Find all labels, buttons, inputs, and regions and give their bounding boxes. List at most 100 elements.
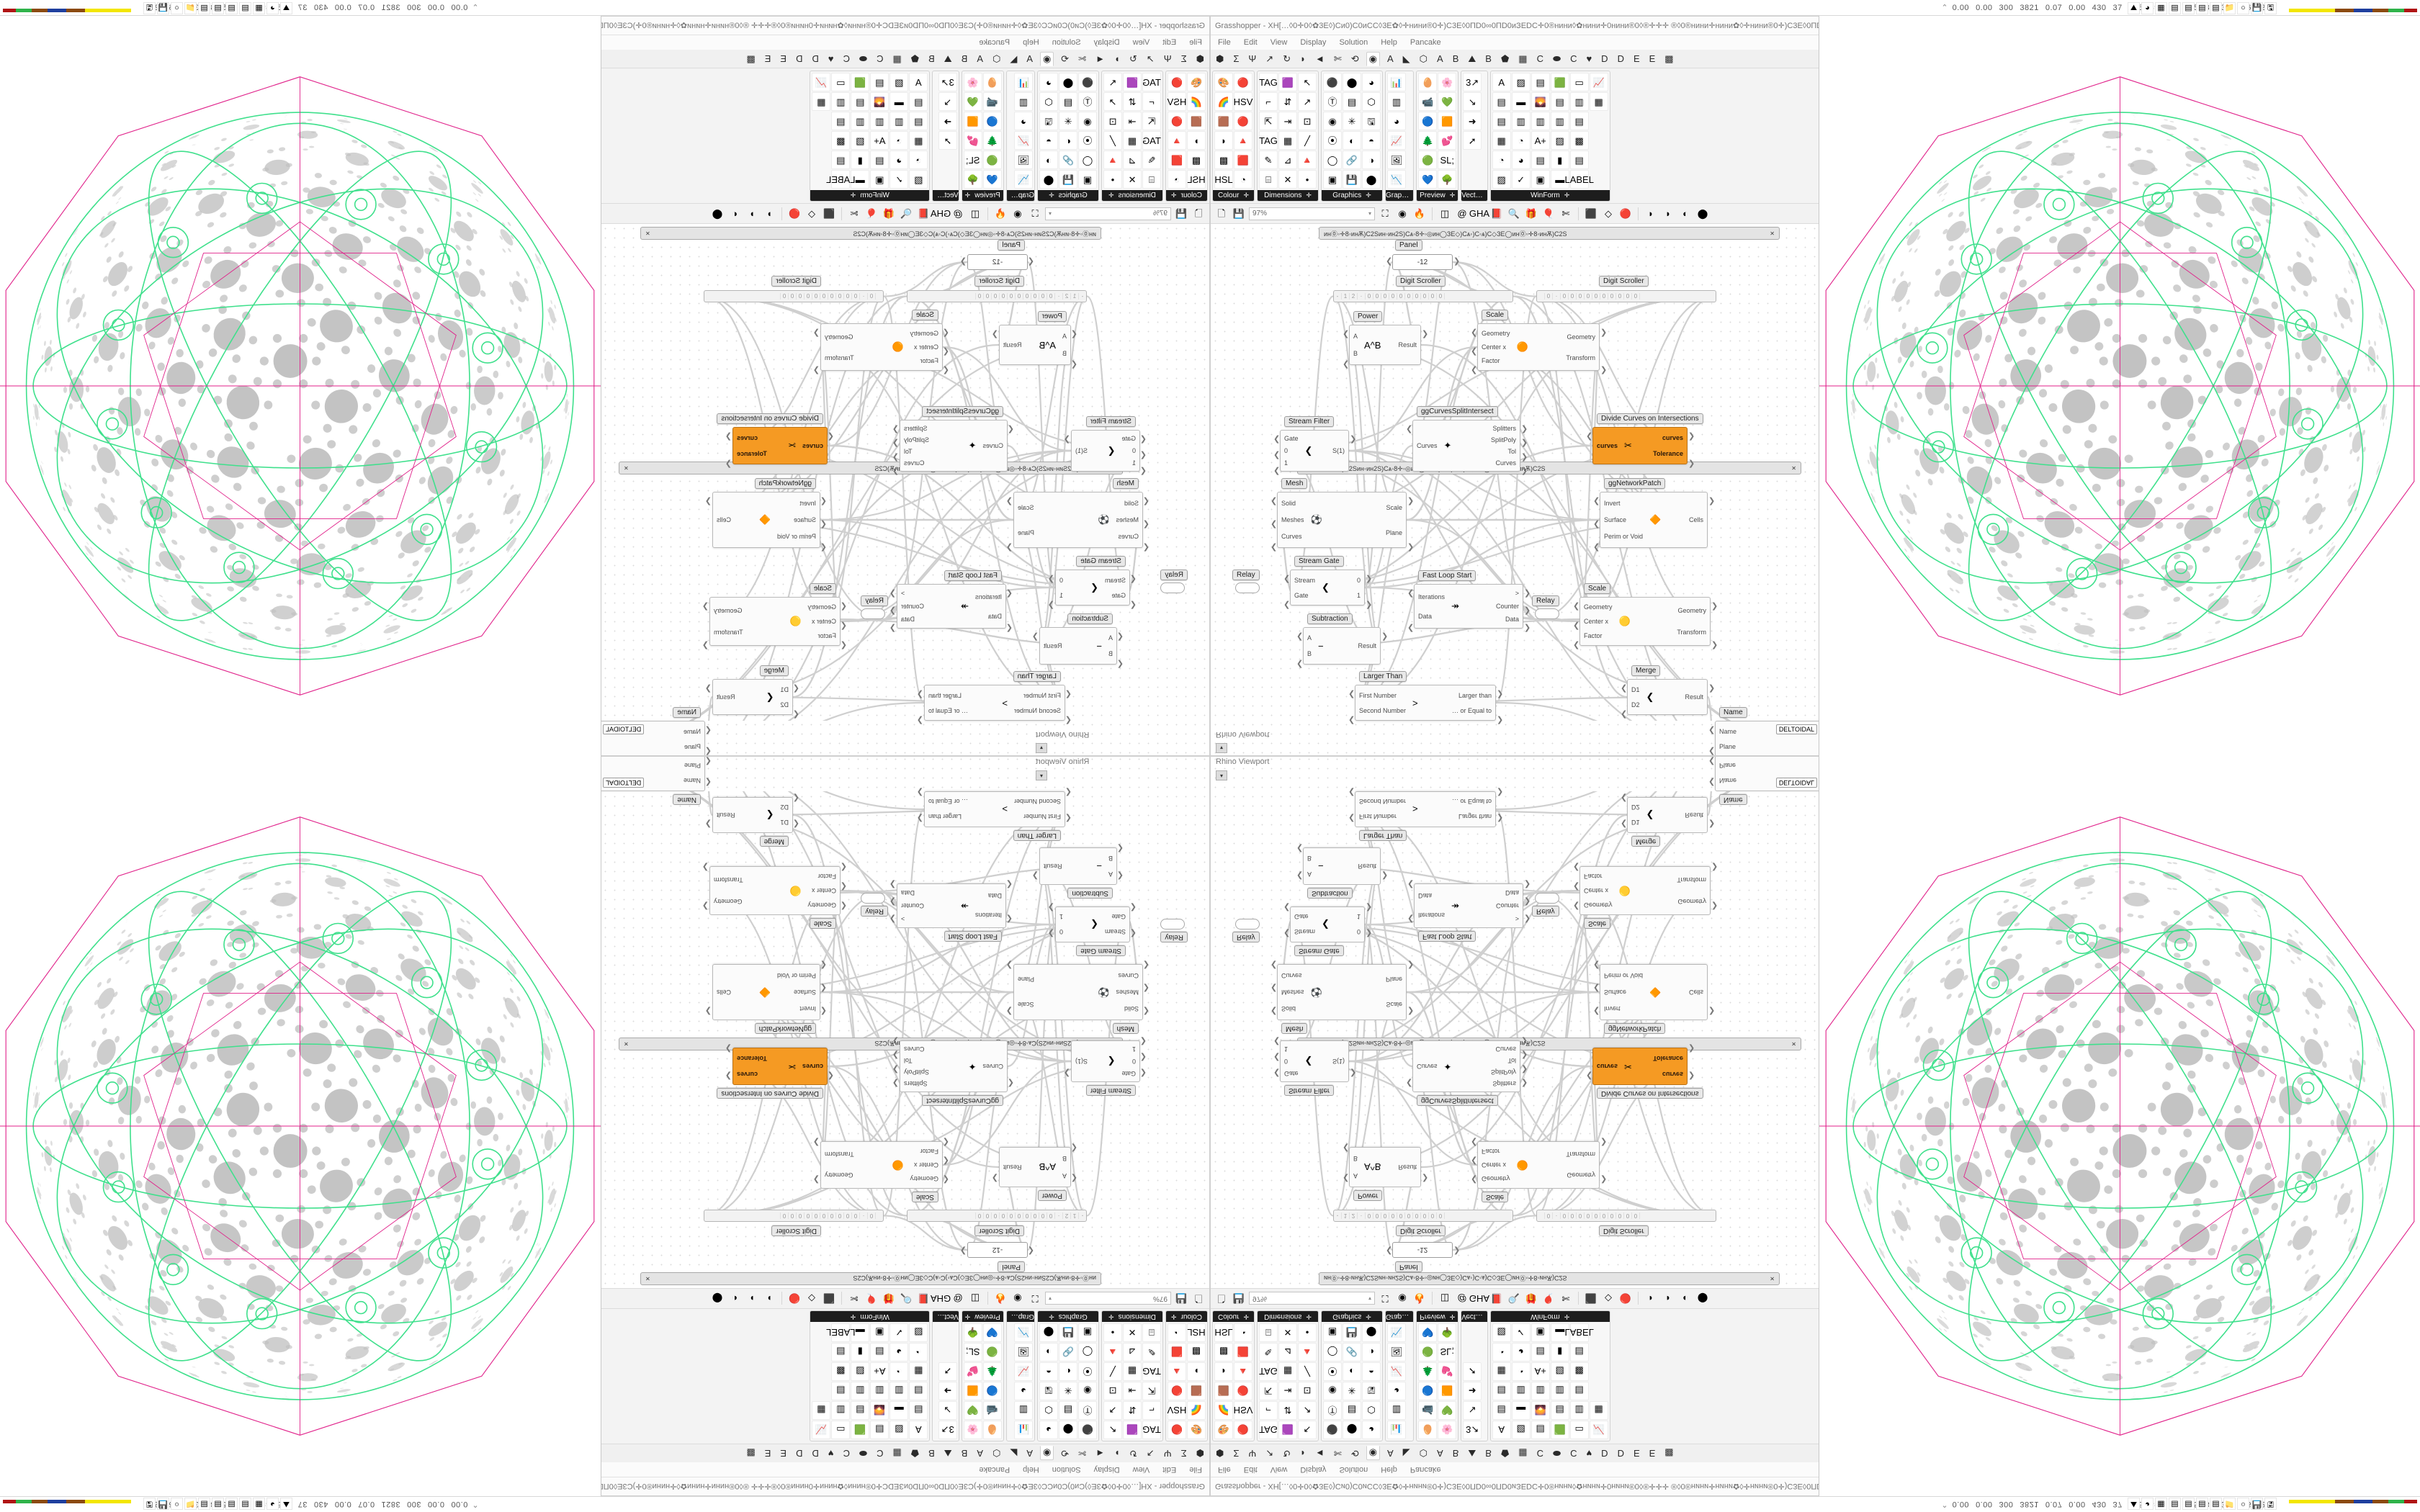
ribbon-icon[interactable]: ▤ — [870, 150, 889, 169]
ribbon-icon[interactable]: ▤ — [851, 1401, 870, 1420]
ribbon-icon[interactable]: 📉 — [1014, 1323, 1033, 1342]
ribbon-icon[interactable]: 🌄 — [870, 1401, 889, 1420]
ribbon-icon[interactable]: 🔴 — [1234, 1382, 1252, 1400]
ribbon-icon[interactable]: ◕ — [1014, 1382, 1033, 1400]
export-icon[interactable]: 🖫 — [2264, 1498, 2277, 1511]
ribbon-icon[interactable]: ▥ — [851, 1382, 870, 1400]
rhino-viewport[interactable] — [0, 756, 601, 1496]
ribbon-icon[interactable]: ⬤ — [1059, 73, 1077, 91]
rhino-viewport[interactable] — [1819, 756, 2420, 1496]
ribbon-icon[interactable]: ◔ — [1168, 170, 1186, 189]
tab-c2[interactable]: ⬬ — [859, 1448, 868, 1459]
stream-gate-component[interactable]: Stream Gate ❮ 0 1 — [1055, 570, 1130, 606]
ribbon-icon[interactable]: ⬤ — [1059, 1421, 1077, 1439]
ribbon-icon[interactable]: ▤ — [1550, 92, 1569, 111]
shade-wire-icon[interactable]: ◇ — [808, 1293, 815, 1304]
balloon-icon[interactable]: 🎈 — [1542, 208, 1555, 219]
tab-c3[interactable]: C — [1570, 53, 1577, 64]
ggcurvessplitintersect-component[interactable]: Curves ✦ Splitters SplitPoly Tol Curves — [1412, 1040, 1520, 1092]
relay-1[interactable] — [1160, 582, 1185, 593]
ribbon-icon[interactable]: ✓ — [889, 1323, 909, 1342]
ribbon-icon[interactable]: ▤ — [1531, 1343, 1550, 1362]
ribbon-icon[interactable]: ↖ — [1103, 73, 1122, 91]
tab-c2[interactable]: ⬬ — [1552, 53, 1561, 64]
ribbon-icon[interactable]: ◯ — [1323, 150, 1342, 169]
ribbon-icon[interactable]: ◗ — [1214, 131, 1233, 150]
ribbon-icon[interactable]: 🔺 — [1168, 131, 1186, 150]
ribbon-icon[interactable]: TAG — [1259, 131, 1278, 150]
pin-icon[interactable]: ✛ — [1171, 1313, 1177, 1320]
ribbon-icon[interactable]: ◓ — [1039, 131, 1058, 150]
tab-mesh[interactable]: ◄ — [1314, 53, 1325, 64]
crossed-wires-icon[interactable]: ✄ — [850, 208, 859, 219]
tab-c2[interactable]: ⬬ — [859, 53, 868, 64]
tab-surface[interactable]: ◗ — [1114, 1448, 1120, 1459]
ribbon-icon[interactable]: ➚ — [1463, 131, 1482, 150]
tab-curve[interactable]: ↻ — [1283, 1448, 1291, 1459]
ribbon-icon[interactable]: ↘ — [1463, 92, 1482, 111]
close-icon[interactable]: ✕ — [645, 230, 650, 237]
tab-curve[interactable]: ↻ — [1129, 1448, 1137, 1459]
digit-scroller-1[interactable]: -1 2 · 0 0 0 0 0 0 0 0 0 0 — [1333, 1210, 1513, 1222]
tab-c4[interactable]: ♥ — [1586, 53, 1592, 64]
ribbon-icon[interactable]: A — [909, 73, 928, 91]
ribbon-icon[interactable]: SL; — [1438, 150, 1457, 169]
cluster-icon[interactable]: ◫ — [1440, 1293, 1450, 1304]
ribbon-icon[interactable]: ▥ — [1511, 112, 1531, 130]
ribbon-icon[interactable]: TAG — [1142, 1421, 1161, 1439]
ribbon-icon[interactable]: ◑ — [1362, 150, 1381, 169]
stream-gate-component[interactable]: Stream Gate ❮ 0 1 — [1055, 906, 1130, 942]
ribbon-icon[interactable]: ✎ — [1142, 1343, 1161, 1362]
fast-loop-start-component[interactable]: Iterations Data ↠ > Counter Data — [897, 883, 1006, 928]
ribbon-icon[interactable]: ▤ — [831, 112, 851, 130]
ribbon-icon[interactable]: ◯ — [1078, 1343, 1097, 1362]
new-file-icon[interactable]: 🗋 — [1217, 1293, 1226, 1304]
tab-a3[interactable]: ⬡ — [992, 53, 1001, 64]
merge-component[interactable]: D1 D2 ❮ Result — [1627, 797, 1708, 833]
ribbon-icon[interactable]: ▤ — [870, 1343, 889, 1362]
digit-scroller-1[interactable]: -1 2 · 0 0 0 0 0 0 0 0 0 0 — [907, 290, 1087, 302]
subtraction-component[interactable]: A B − Result — [1039, 627, 1117, 665]
menu-item-pancake[interactable]: Pancake — [979, 38, 1010, 47]
ribbon-icon[interactable]: 📹 — [982, 92, 1002, 111]
ribbon-icon[interactable]: 🔴 — [1234, 73, 1252, 91]
ribbon-icon[interactable]: ◕ — [1014, 112, 1033, 130]
ribbon-icon[interactable]: ▥ — [1550, 1382, 1569, 1400]
new-file-icon[interactable]: 🗋 — [1194, 1293, 1203, 1304]
ribbon-icon[interactable]: ⚫ — [1078, 73, 1097, 91]
subtraction-component[interactable]: A B − Result — [1039, 847, 1117, 885]
ribbon-icon[interactable]: ⊡ — [1298, 112, 1317, 130]
ribbon-icon[interactable]: ⇵ — [1123, 92, 1142, 111]
preview-eye-icon[interactable]: ◉ — [1398, 1293, 1407, 1304]
save-icon[interactable]: 💾 — [1232, 208, 1245, 219]
ribbon-icon[interactable]: 📈 — [1589, 73, 1608, 91]
ggnetworkpatch-component[interactable]: Invert Surface Perim or Void 🔶 Cells — [1600, 492, 1708, 548]
ribbon-icon[interactable]: 🟧 — [1438, 112, 1457, 130]
tab-b2[interactable]: ⛰ — [1468, 53, 1476, 64]
ribbon-icon[interactable]: ▣ — [1323, 1323, 1342, 1342]
ggcurvessplitintersect-component[interactable]: Curves ✦ Splitters SplitPoly Tol Curves — [900, 420, 1008, 472]
preview-green-icon[interactable]: ◗ — [1665, 1293, 1671, 1304]
ribbon-icon[interactable]: ✓ — [889, 170, 909, 189]
ribbon-icon[interactable]: ▨ — [851, 131, 870, 150]
ribbon-icon[interactable]: ▤ — [1531, 73, 1550, 91]
tab-b1[interactable]: B — [961, 53, 968, 64]
ribbon-icon[interactable]: ◔ — [1511, 131, 1531, 150]
tab-d2[interactable]: D — [1617, 53, 1624, 64]
ribbon-icon[interactable]: 🖫 — [1362, 1382, 1381, 1400]
ribbon-icon[interactable]: ▩ — [1214, 1343, 1233, 1362]
ribbon-icon[interactable]: 🟪 — [1123, 1421, 1142, 1439]
gha-icon[interactable]: GHA — [930, 1293, 951, 1304]
zoom-level-combo[interactable]: 97% ▾ — [1249, 207, 1375, 220]
save-floppy-icon[interactable]: 💾 — [2251, 1498, 2263, 1511]
name-param[interactable]: NamePlaneScale DELTOIDAL — [1715, 721, 1823, 755]
preview-teal-icon[interactable]: ◗ — [766, 1293, 772, 1304]
tab-b3[interactable]: B — [928, 1448, 935, 1459]
ribbon-icon[interactable]: 🌈 — [1214, 92, 1233, 111]
new-file-icon[interactable]: 🗋 — [1194, 208, 1203, 219]
ribbon-icon[interactable]: ◔ — [889, 1362, 909, 1381]
transform-scale-component[interactable]: Geometry Center x Factor 🟠 Geometry Transform — [1477, 323, 1600, 371]
ribbon-icon[interactable]: 💾 — [1343, 1323, 1361, 1342]
subtraction-component[interactable]: A B − Result — [1303, 627, 1381, 665]
name-param-value[interactable]: DELTOIDAL — [603, 778, 645, 788]
